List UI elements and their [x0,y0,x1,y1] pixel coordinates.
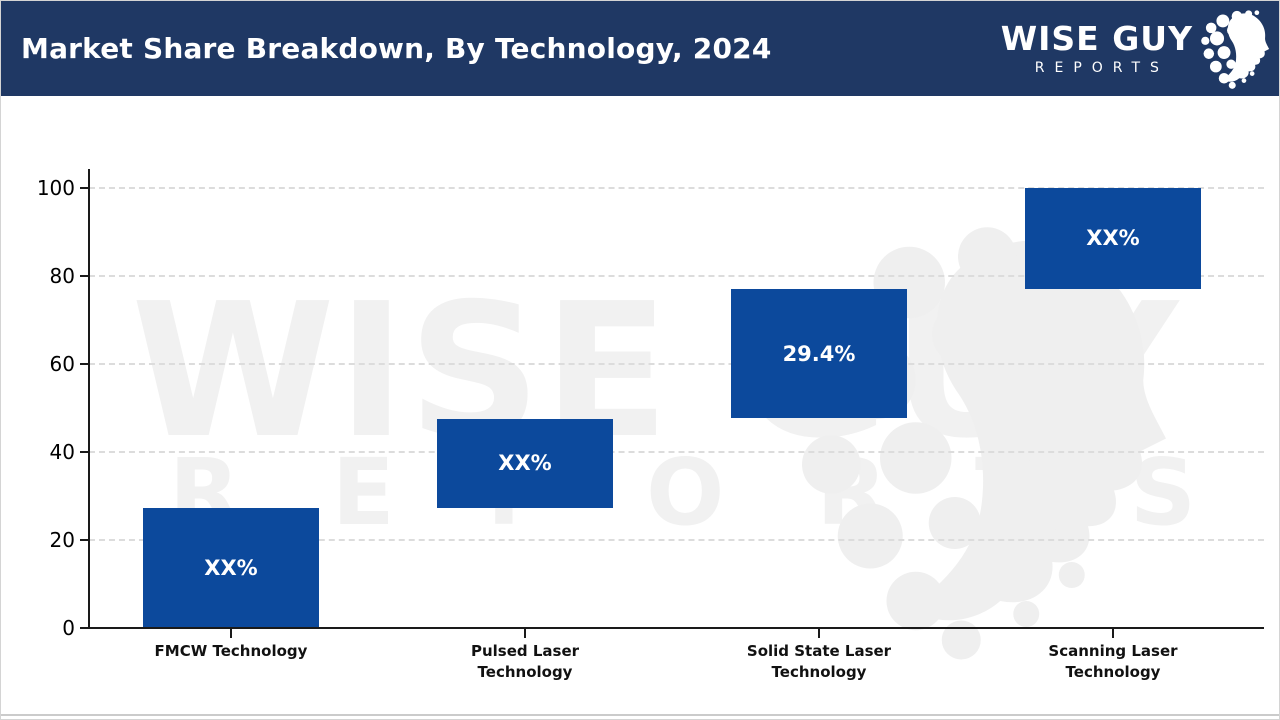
y-tick-60 [80,362,89,365]
x-category-label: FMCW Technology [154,642,308,660]
gridline-60 [89,362,1264,365]
bar-value-label: XX% [204,555,258,580]
bar-value-label: XX% [498,451,552,476]
x-category-label: Scanning Laser Technology [1048,642,1178,681]
bar-scanning-laser-technology: XX% [1025,187,1201,290]
y-tick-20 [80,538,89,541]
y-tick-label-60: 60 [49,351,75,376]
x-tick-2 [524,628,526,638]
bar-solid-state-laser-technology: 29.4% [731,289,907,419]
bar-value-label: XX% [1086,226,1140,251]
wise-guy-logo: WISE GUY REPORTS [1001,8,1273,90]
y-axis-line [88,169,90,629]
y-tick-label-20: 20 [49,527,75,552]
y-tick-label-100: 100 [36,175,75,200]
gridline-100 [89,186,1264,189]
bar-fmcw-technology: XX% [143,508,319,628]
page-title: Market Share Breakdown, By Technology, 2… [21,32,772,65]
x-axis-line [88,626,1264,629]
y-tick-label-40: 40 [49,439,75,464]
logo-name: WISE GUY [1000,19,1193,58]
bottom-divider [1,714,1279,716]
x-tick-3 [818,628,820,638]
gridline-80 [89,274,1264,277]
y-tick-80 [80,274,89,277]
y-tick-0 [80,626,89,629]
y-tick-100 [80,186,89,189]
x-category-label: Solid State Laser Technology [746,642,892,681]
bar-pulsed-laser-technology: XX% [437,418,613,509]
y-tick-label-80: 80 [49,263,75,288]
dot-face-profile-icon [1201,9,1270,89]
x-category-label: Pulsed Laser Technology [470,642,580,681]
gridline-40 [89,450,1264,453]
gridline-20 [89,538,1264,541]
y-tick-label-0: 0 [62,615,75,640]
header-banner: Market Share Breakdown, By Technology, 2… [1,1,1279,96]
x-tick-1 [230,628,232,638]
y-tick-40 [80,450,89,453]
logo-tagline: REPORTS [1034,60,1169,76]
bar-value-label: 29.4% [782,341,856,366]
x-tick-4 [1112,628,1114,638]
